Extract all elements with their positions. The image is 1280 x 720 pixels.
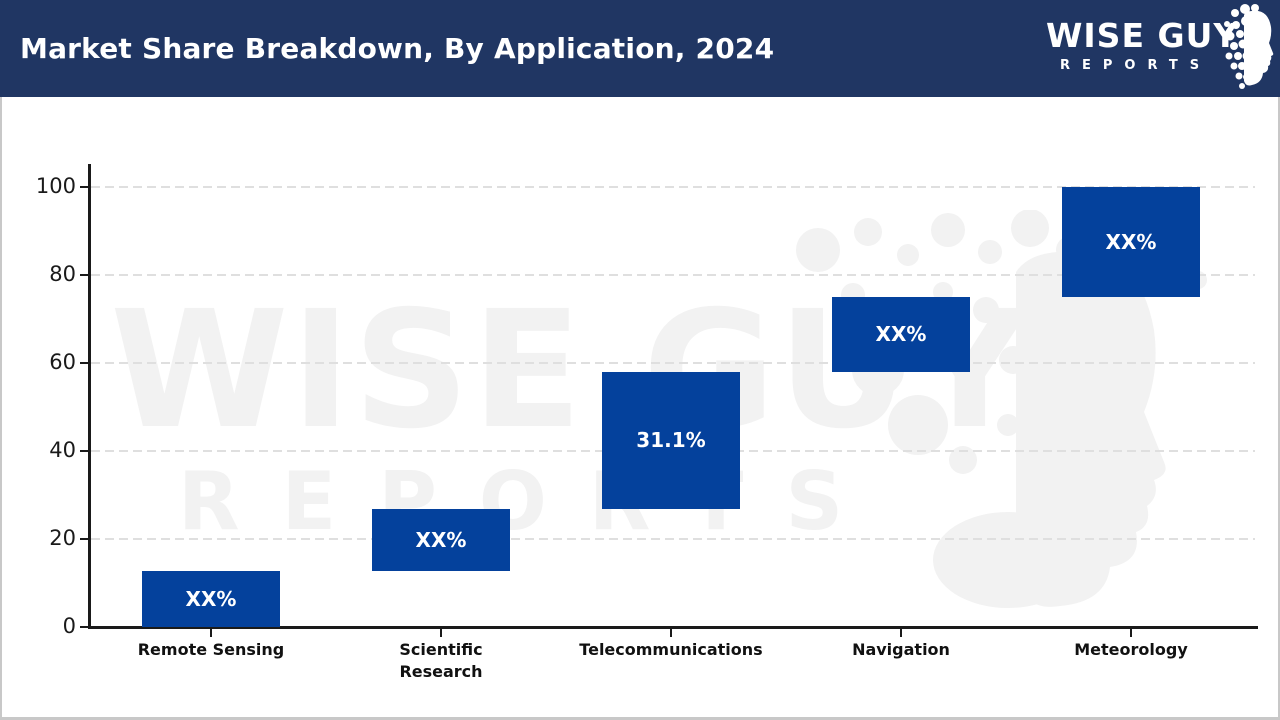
y-tick-40 bbox=[80, 450, 88, 452]
bar-scientific-research: XX% bbox=[372, 508, 510, 572]
y-tick-label-80: 80 bbox=[49, 262, 76, 286]
wiseguy-logo: WISE GUY REPORTS bbox=[1004, 0, 1274, 97]
bar-value-label-navigation: XX% bbox=[875, 322, 927, 347]
bar-value-label-meteorology: XX% bbox=[1105, 230, 1157, 254]
bar-navigation: XX% bbox=[832, 297, 970, 372]
y-gridline-80 bbox=[91, 274, 1255, 276]
category-label-meteorology: Meteorology bbox=[1074, 640, 1188, 659]
y-tick-100 bbox=[80, 186, 88, 188]
y-tick-label-40: 40 bbox=[49, 438, 76, 462]
logo-brand-text: WISE GUY bbox=[1046, 16, 1239, 55]
bar-remote-sensing: XX% bbox=[142, 571, 280, 627]
category-label-telecommunications: Telecommunications bbox=[579, 640, 763, 659]
x-axis-spine bbox=[88, 626, 1258, 629]
x-tick-remote-sensing bbox=[210, 629, 212, 637]
y-tick-20 bbox=[80, 538, 88, 540]
y-tick-60 bbox=[80, 362, 88, 364]
y-tick-label-100: 100 bbox=[35, 174, 76, 198]
bar-value-label-remote-sensing: XX% bbox=[185, 587, 237, 612]
bar-value-label-scientific-research: XX% bbox=[415, 527, 467, 552]
x-tick-navigation bbox=[900, 629, 902, 637]
y-tick-label-20: 20 bbox=[49, 526, 76, 550]
y-gridline-60 bbox=[91, 362, 1255, 364]
category-label-remote-sensing: Remote Sensing bbox=[137, 640, 285, 659]
category-label-scientific-research: Scientific Research bbox=[399, 640, 483, 681]
bar-telecommunications: 31.1% bbox=[602, 371, 740, 509]
y-axis-spine bbox=[88, 164, 91, 629]
logo-sub-text: REPORTS bbox=[1060, 58, 1212, 73]
y-tick-label-0: 0 bbox=[62, 614, 76, 638]
y-gridline-20 bbox=[91, 538, 1255, 540]
x-tick-scientific-research bbox=[440, 629, 442, 637]
chart-area: 0 20 40 60 80 100 Remote Sensing Scientific Res… bbox=[0, 97, 1280, 720]
bar-value-label-telecommunications: 31.1% bbox=[636, 428, 706, 453]
y-tick-80 bbox=[80, 274, 88, 276]
bar-meteorology: XX% bbox=[1062, 187, 1200, 297]
x-tick-meteorology bbox=[1130, 629, 1132, 637]
category-label-navigation: Navigation bbox=[852, 640, 950, 659]
page-title: Market Share Breakdown, By Application, … bbox=[20, 32, 775, 65]
y-gridline-100 bbox=[91, 186, 1255, 188]
y-tick-0 bbox=[80, 626, 88, 628]
header-bar: Market Share Breakdown, By Application, … bbox=[0, 0, 1280, 97]
wiseguy-face-icon bbox=[1224, 4, 1274, 89]
x-tick-telecommunications bbox=[670, 629, 672, 637]
y-tick-label-60: 60 bbox=[49, 350, 76, 374]
